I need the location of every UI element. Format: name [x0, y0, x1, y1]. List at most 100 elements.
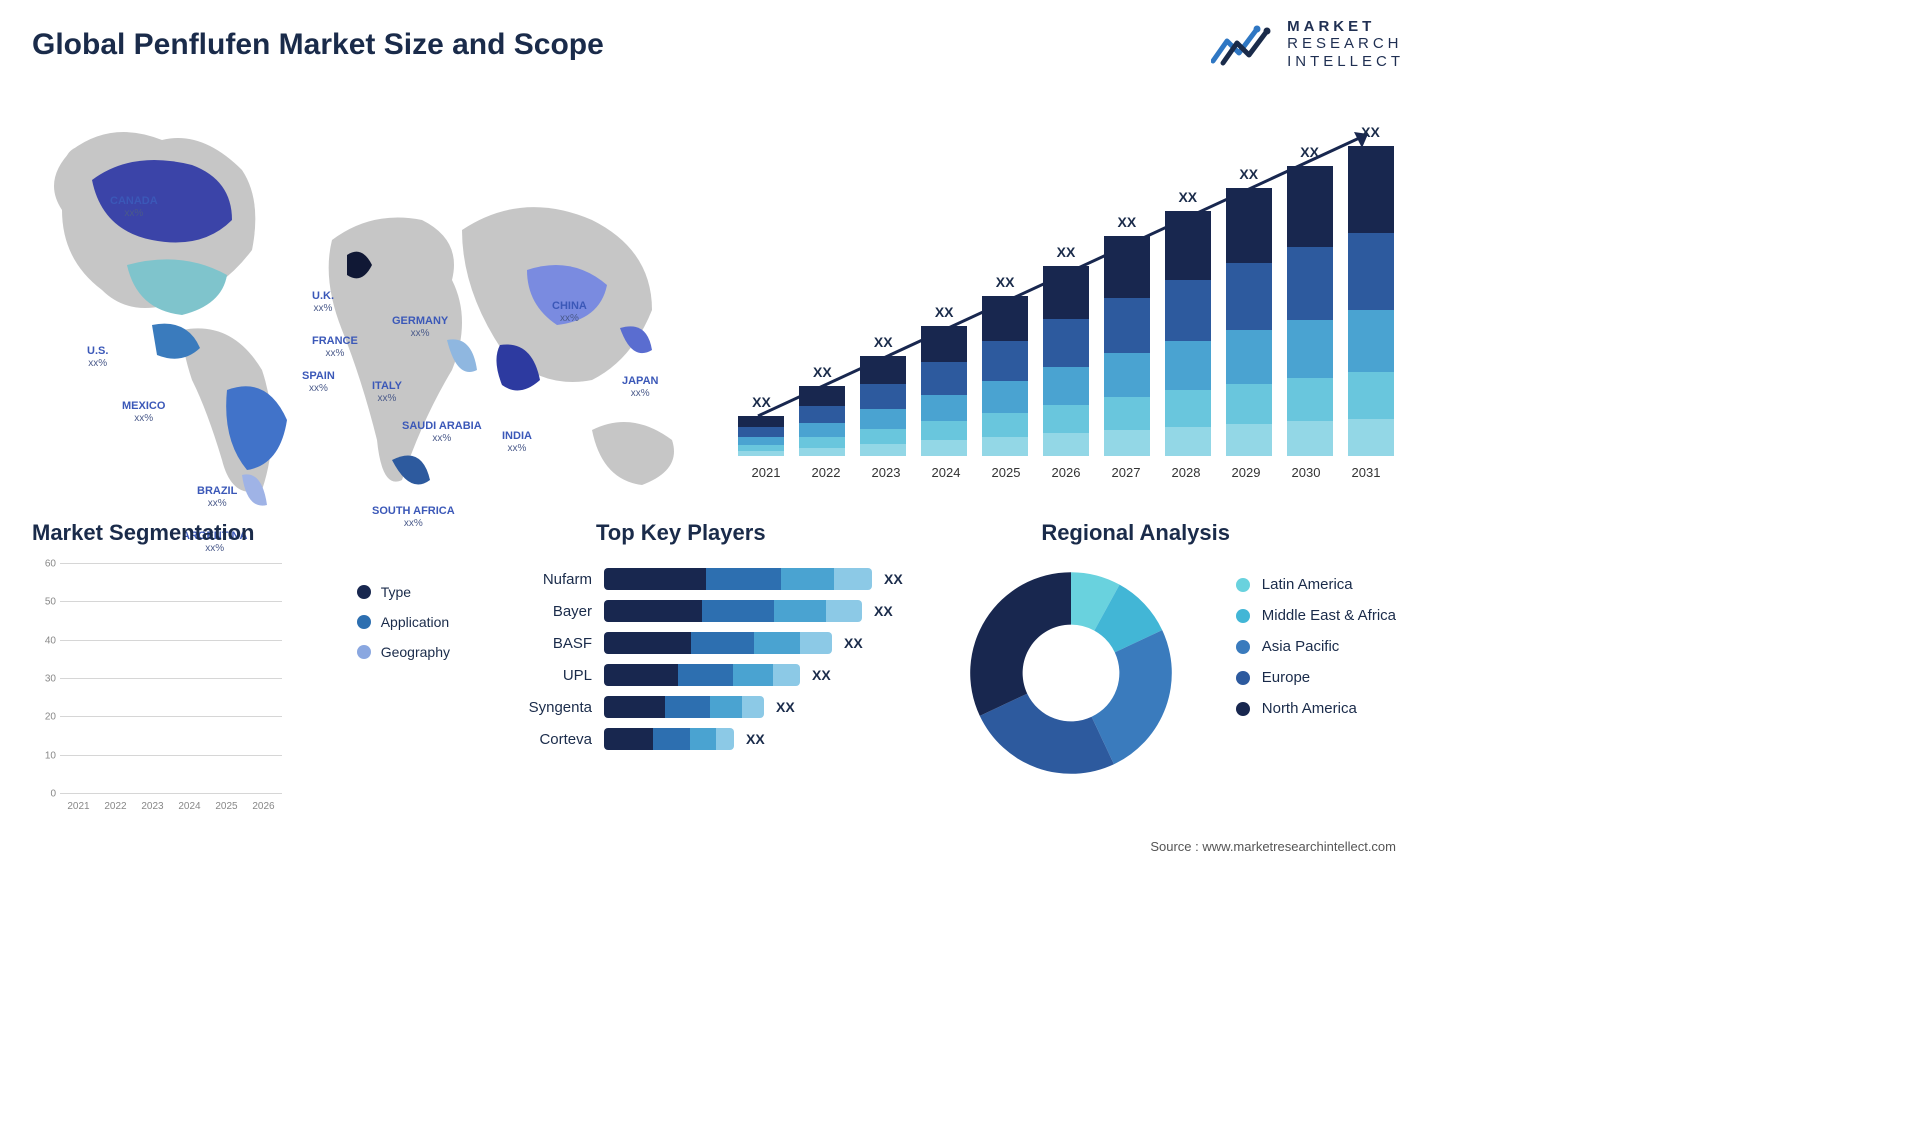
growth-bar: XX — [858, 334, 909, 456]
growth-bar: XX — [919, 304, 970, 456]
growth-bar-value: XX — [1057, 244, 1076, 260]
growth-bar-value: XX — [752, 394, 771, 410]
key-player-row: BASFXX — [500, 632, 970, 654]
key-player-row: Corteva XX — [500, 728, 970, 750]
map-label: SAUDI ARABIAxx% — [402, 420, 482, 444]
key-player-bar — [604, 696, 764, 718]
world-map: CANADAxx%U.S.xx%MEXICOxx%BRAZILxx%ARGENT… — [32, 90, 712, 510]
growth-bar-value: XX — [1361, 124, 1380, 140]
logo-text: MARKET RESEARCH INTELLECT — [1287, 18, 1404, 70]
regional-legend-item: North America — [1236, 700, 1396, 717]
key-player-name: UPL — [500, 667, 592, 684]
key-player-bar — [604, 600, 862, 622]
key-player-bar — [604, 664, 800, 686]
growth-year-label: 2028 — [1156, 465, 1216, 480]
growth-bar: XX — [1162, 189, 1213, 456]
page-title: Global Penflufen Market Size and Scope — [32, 28, 604, 62]
growth-bar: XX — [1223, 166, 1274, 456]
growth-year-label: 2030 — [1276, 465, 1336, 480]
map-label: INDIAxx% — [502, 430, 532, 454]
growth-year-label: 2023 — [856, 465, 916, 480]
growth-year-label: 2029 — [1216, 465, 1276, 480]
map-label: U.K.xx% — [312, 290, 334, 314]
growth-bar: XX — [1041, 244, 1092, 456]
growth-bar-value: XX — [1239, 166, 1258, 182]
growth-year-label: 2026 — [1036, 465, 1096, 480]
key-player-bar — [604, 568, 872, 590]
key-player-name: Corteva — [500, 731, 592, 748]
brand-logo: MARKET RESEARCH INTELLECT — [1211, 18, 1404, 70]
map-label: CANADAxx% — [110, 195, 158, 219]
growth-bar: XX — [736, 394, 787, 456]
world-map-svg — [32, 90, 712, 510]
seg-x-label: 2025 — [208, 801, 245, 812]
key-player-name: Syngenta — [500, 699, 592, 716]
key-player-bar — [604, 728, 734, 750]
growth-year-label: 2022 — [796, 465, 856, 480]
map-label: U.S.xx% — [87, 345, 108, 369]
regional-legend-item: Middle East & Africa — [1236, 607, 1396, 624]
growth-bar-value: XX — [1118, 214, 1137, 230]
seg-y-tick: 50 — [45, 597, 56, 608]
map-label: MEXICOxx% — [122, 400, 165, 424]
regional-legend-item: Asia Pacific — [1236, 638, 1396, 655]
growth-bar-value: XX — [1300, 144, 1319, 160]
growth-bar-value: XX — [935, 304, 954, 320]
growth-bar: XX — [1284, 144, 1335, 456]
seg-y-tick: 0 — [50, 789, 56, 800]
seg-x-label: 2024 — [171, 801, 208, 812]
growth-bar-value: XX — [996, 274, 1015, 290]
seg-legend-item: Application — [357, 614, 450, 630]
key-player-row: Nufarm XX — [500, 568, 970, 590]
map-label: ITALYxx% — [372, 380, 402, 404]
growth-bar-value: XX — [813, 364, 832, 380]
growth-year-label: 2021 — [736, 465, 796, 480]
seg-y-tick: 20 — [45, 712, 56, 723]
key-player-value: XX — [812, 667, 831, 683]
key-player-row: BayerXX — [500, 600, 970, 622]
key-player-value: XX — [844, 635, 863, 651]
key-players-chart: NufarmXXBayerXXBASFXXUPLXXSyngentaXXCort… — [500, 556, 970, 816]
source-citation: Source : www.marketresearchintellect.com — [1150, 839, 1396, 854]
seg-x-label: 2023 — [134, 801, 171, 812]
seg-legend-item: Type — [357, 584, 450, 600]
seg-y-tick: 30 — [45, 674, 56, 685]
logo-mark-icon — [1211, 21, 1277, 67]
growth-bar: XX — [1101, 214, 1152, 456]
seg-x-label: 2022 — [97, 801, 134, 812]
map-label: CHINAxx% — [552, 300, 587, 324]
map-label: SPAINxx% — [302, 370, 335, 394]
regional-donut — [966, 568, 1176, 778]
growth-bar: XX — [797, 364, 848, 456]
key-player-value: XX — [746, 731, 765, 747]
key-player-row: SyngentaXX — [500, 696, 970, 718]
regional-title: Regional Analysis — [1041, 520, 1230, 546]
seg-y-tick: 60 — [45, 559, 56, 570]
segmentation-legend: Type Application Geography — [357, 584, 450, 674]
key-player-name: Nufarm — [500, 571, 592, 588]
key-player-value: XX — [884, 571, 903, 587]
seg-x-label: 2021 — [60, 801, 97, 812]
key-players-title: Top Key Players — [596, 520, 766, 546]
donut-slice — [970, 572, 1071, 716]
map-label: FRANCExx% — [312, 335, 358, 359]
key-player-bar — [604, 632, 832, 654]
segmentation-title: Market Segmentation — [32, 520, 255, 546]
growth-year-label: 2024 — [916, 465, 976, 480]
growth-year-label: 2031 — [1336, 465, 1396, 480]
seg-y-tick: 10 — [45, 750, 56, 761]
seg-legend-item: Geography — [357, 644, 450, 660]
growth-year-label: 2025 — [976, 465, 1036, 480]
map-label: SOUTH AFRICAxx% — [372, 505, 455, 529]
growth-bar: XX — [980, 274, 1031, 456]
seg-x-label: 2026 — [245, 801, 282, 812]
key-player-row: UPL XX — [500, 664, 970, 686]
regional-legend-item: Europe — [1236, 669, 1396, 686]
growth-bar: XX — [1345, 124, 1396, 456]
segmentation-chart: 0102030405060 202120222023202420252026 T… — [32, 556, 462, 816]
growth-bar-value: XX — [1178, 189, 1197, 205]
growth-bar-value: XX — [874, 334, 893, 350]
regional-chart: Latin AmericaMiddle East & AfricaAsia Pa… — [966, 548, 1396, 818]
growth-chart: XXXXXXXXXXXXXXXXXXXXXX 20212022202320242… — [736, 100, 1396, 480]
map-label: GERMANYxx% — [392, 315, 448, 339]
